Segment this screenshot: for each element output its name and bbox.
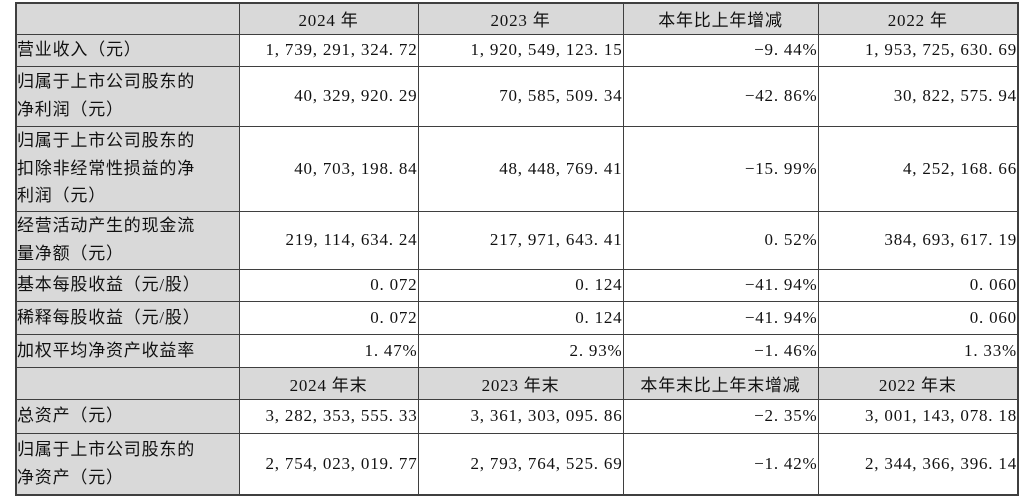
value-2024: 40, 703, 198. 84: [238, 125, 419, 212]
value-2023: 70, 585, 509. 34: [417, 65, 624, 127]
col-header-2022-end: 2022 年末: [817, 366, 1019, 400]
value-2023: 3, 361, 303, 095. 86: [417, 398, 624, 434]
corner-cell: [15, 366, 240, 400]
metric-label: 加权平均净资产收益率: [15, 333, 240, 368]
col-header-2024-end: 2024 年末: [238, 366, 419, 400]
value-change: −1. 42%: [622, 432, 819, 496]
value-2024: 1. 47%: [238, 333, 419, 368]
metric-label: 总资产（元）: [15, 398, 240, 434]
metric-label: 稀释每股收益（元/股）: [15, 300, 240, 335]
col-header-2024: 2024 年: [238, 2, 419, 35]
value-2022: 0. 060: [817, 268, 1019, 302]
value-change: −41. 94%: [622, 300, 819, 335]
col-header-yearend-change: 本年末比上年末增减: [622, 366, 819, 400]
value-2022: 1. 33%: [817, 333, 1019, 368]
value-2024: 40, 329, 920. 29: [238, 65, 419, 127]
value-2024: 3, 282, 353, 555. 33: [238, 398, 419, 434]
value-2022: 4, 252, 168. 66: [817, 125, 1019, 212]
value-2022: 2, 344, 366, 396. 14: [817, 432, 1019, 496]
row-net-profit-excl-nonrecurring: 归属于上市公司股东的 扣除非经常性损益的净 利润（元） 40, 703, 198…: [15, 125, 1019, 212]
value-2023: 48, 448, 769. 41: [417, 125, 624, 212]
value-change: −1. 46%: [622, 333, 819, 368]
value-2024: 0. 072: [238, 300, 419, 335]
col-header-2022: 2022 年: [817, 2, 1019, 35]
row-net-profit-attributable: 归属于上市公司股东的 净利润（元） 40, 329, 920. 29 70, 5…: [15, 65, 1019, 127]
value-2022: 1, 953, 725, 630. 69: [817, 33, 1019, 67]
metric-label: 营业收入（元）: [15, 33, 240, 67]
period-header-row: 2024 年 2023 年 本年比上年增减 2022 年: [15, 2, 1019, 35]
value-2024: 0. 072: [238, 268, 419, 302]
row-operating-revenue: 营业收入（元） 1, 739, 291, 324. 72 1, 920, 549…: [15, 33, 1019, 67]
value-2023: 0. 124: [417, 268, 624, 302]
value-change: −41. 94%: [622, 268, 819, 302]
metric-label: 经营活动产生的现金流 量净额（元）: [15, 210, 240, 270]
value-2023: 0. 124: [417, 300, 624, 335]
row-total-assets: 总资产（元） 3, 282, 353, 555. 33 3, 361, 303,…: [15, 398, 1019, 434]
value-2024: 2, 754, 023, 019. 77: [238, 432, 419, 496]
value-change: −15. 99%: [622, 125, 819, 212]
value-change: −9. 44%: [622, 33, 819, 67]
value-2022: 0. 060: [817, 300, 1019, 335]
value-2022: 3, 001, 143, 078. 18: [817, 398, 1019, 434]
row-basic-eps: 基本每股收益（元/股） 0. 072 0. 124 −41. 94% 0. 06…: [15, 268, 1019, 302]
row-net-assets-attributable: 归属于上市公司股东的 净资产（元） 2, 754, 023, 019. 77 2…: [15, 432, 1019, 496]
value-2024: 1, 739, 291, 324. 72: [238, 33, 419, 67]
value-2023: 1, 920, 549, 123. 15: [417, 33, 624, 67]
value-2022: 30, 822, 575. 94: [817, 65, 1019, 127]
col-header-2023: 2023 年: [417, 2, 624, 35]
row-weighted-avg-roe: 加权平均净资产收益率 1. 47% 2. 93% −1. 46% 1. 33%: [15, 333, 1019, 368]
financial-summary-table: 2024 年 2023 年 本年比上年增减 2022 年 营业收入（元） 1, …: [15, 2, 1019, 496]
value-change: −2. 35%: [622, 398, 819, 434]
metric-label: 基本每股收益（元/股）: [15, 268, 240, 302]
value-2024: 219, 114, 634. 24: [238, 210, 419, 270]
value-2022: 384, 693, 617. 19: [817, 210, 1019, 270]
row-diluted-eps: 稀释每股收益（元/股） 0. 072 0. 124 −41. 94% 0. 06…: [15, 300, 1019, 335]
corner-cell: [15, 2, 240, 35]
value-change: 0. 52%: [622, 210, 819, 270]
value-2023: 2, 793, 764, 525. 69: [417, 432, 624, 496]
metric-label: 归属于上市公司股东的 净资产（元）: [15, 432, 240, 496]
col-header-2023-end: 2023 年末: [417, 366, 624, 400]
value-2023: 217, 971, 643. 41: [417, 210, 624, 270]
value-change: −42. 86%: [622, 65, 819, 127]
col-header-yoy-change: 本年比上年增减: [622, 2, 819, 35]
yearend-header-row: 2024 年末 2023 年末 本年末比上年末增减 2022 年末: [15, 366, 1019, 400]
row-operating-cash-flow: 经营活动产生的现金流 量净额（元） 219, 114, 634. 24 217,…: [15, 210, 1019, 270]
metric-label: 归属于上市公司股东的 扣除非经常性损益的净 利润（元）: [15, 125, 240, 212]
metric-label: 归属于上市公司股东的 净利润（元）: [15, 65, 240, 127]
value-2023: 2. 93%: [417, 333, 624, 368]
